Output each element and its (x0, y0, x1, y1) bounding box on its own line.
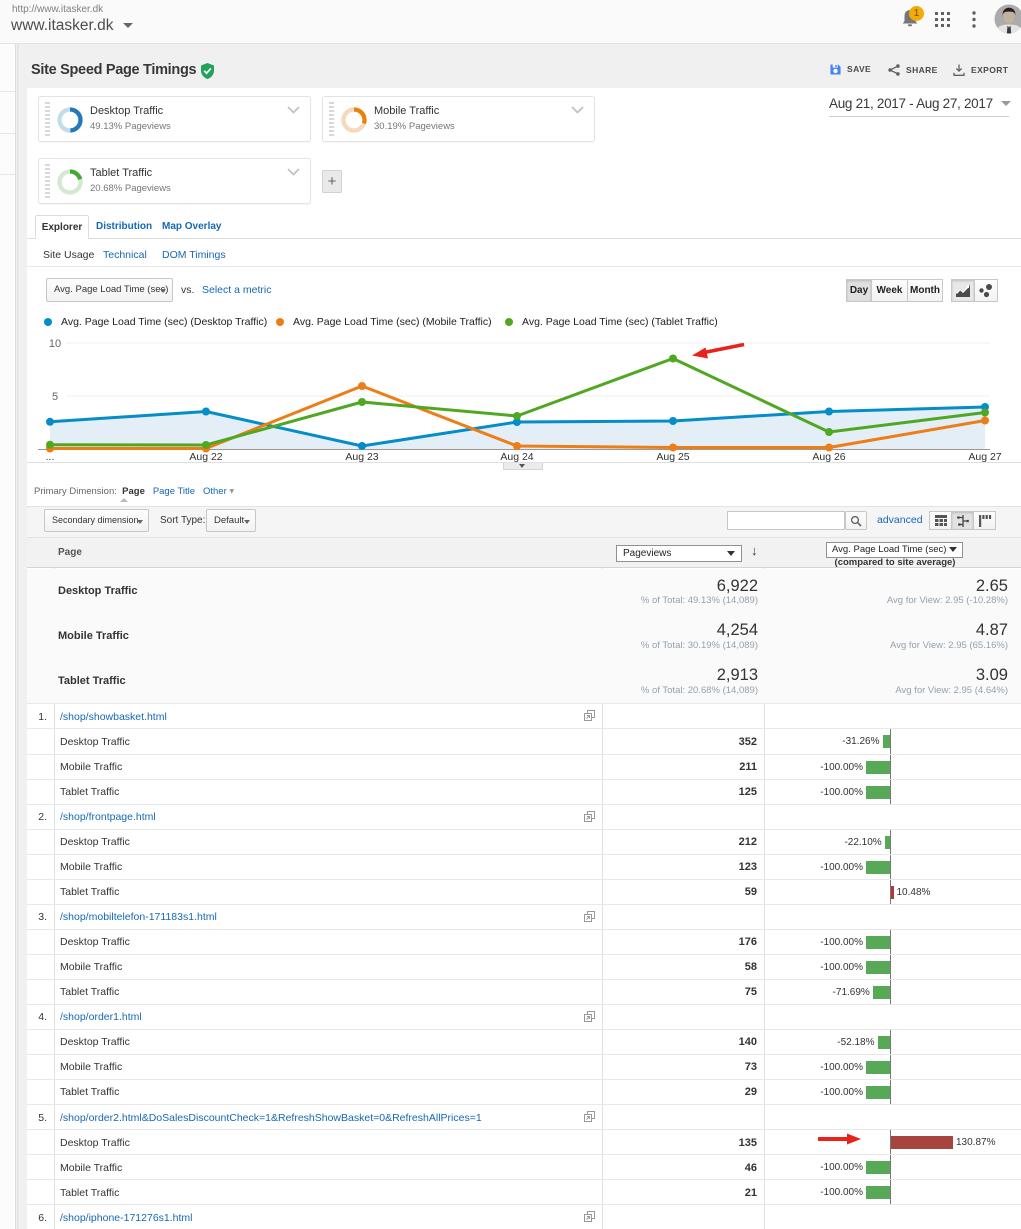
svg-text:10: 10 (49, 338, 61, 350)
svg-text:5: 5 (52, 391, 58, 403)
